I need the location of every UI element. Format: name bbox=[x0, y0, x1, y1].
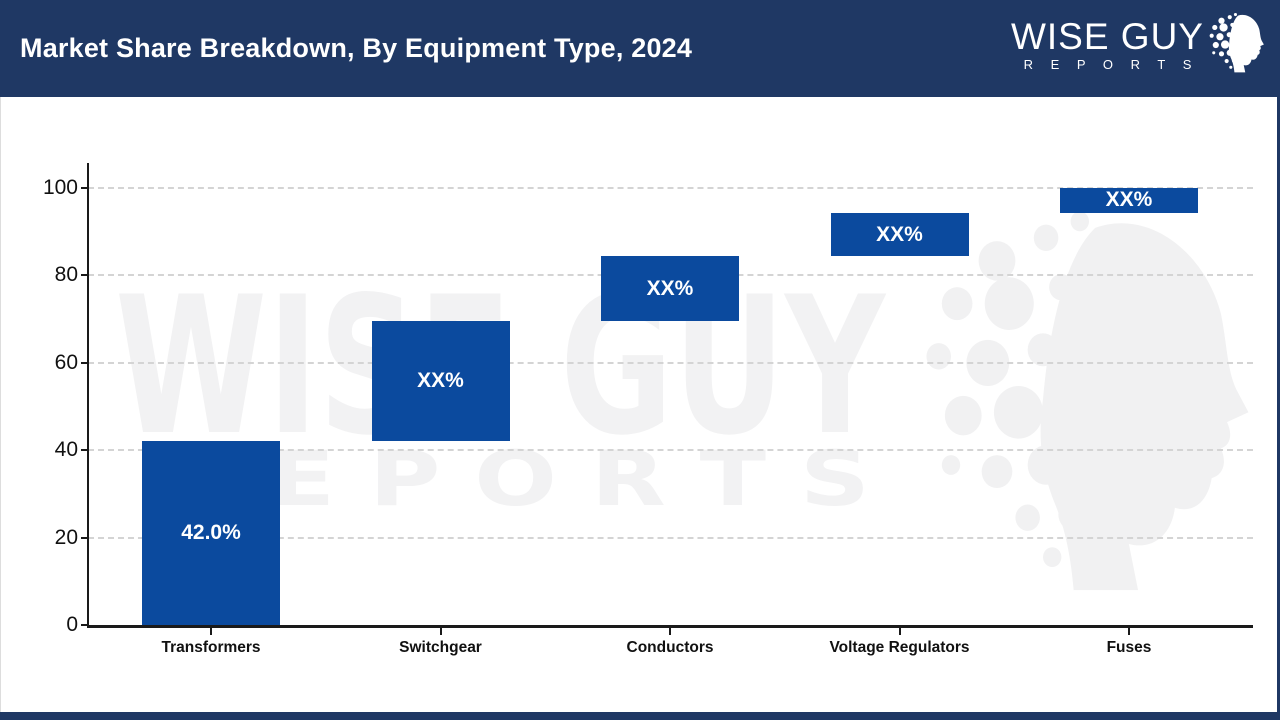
y-axis-tick-label-20: 20 bbox=[54, 525, 78, 549]
bar-fuses: XX% bbox=[1060, 187, 1198, 213]
gridline-40 bbox=[88, 449, 1253, 451]
logo-head-icon bbox=[1209, 13, 1264, 73]
x-axis-category-label-transformers: Transformers bbox=[161, 639, 261, 656]
logo-subtext: R E P O R T S bbox=[1023, 56, 1199, 72]
chart-title: Market Share Breakdown, By Equipment Typ… bbox=[20, 33, 693, 63]
x-axis-spine bbox=[87, 625, 1253, 628]
gridline-20 bbox=[88, 536, 1253, 539]
y-axis-tick-label-60: 60 bbox=[54, 350, 78, 374]
logo-text: WISE GUY R E P O R T S bbox=[1011, 18, 1204, 71]
x-axis-tick-mark-fuses bbox=[1128, 628, 1130, 635]
y-axis-tick-label-100: 100 bbox=[42, 175, 78, 199]
y-axis-tick-mark-0 bbox=[81, 624, 88, 626]
bar-value-label-fuses: XX% bbox=[1105, 188, 1153, 212]
x-axis-tick-mark-conductors bbox=[669, 628, 671, 635]
y-axis-tick-label-80: 80 bbox=[54, 263, 78, 286]
y-axis-tick-mark-80 bbox=[81, 274, 88, 276]
footer-bar bbox=[0, 712, 1280, 720]
bar-value-label-conductors: XX% bbox=[646, 276, 694, 300]
y-axis-tick-mark-100 bbox=[81, 186, 88, 189]
gridline-60 bbox=[88, 361, 1253, 364]
right-edge-border bbox=[1277, 97, 1280, 712]
x-axis-tick-mark-switchgear bbox=[439, 628, 442, 635]
bar-voltage-regulators: XX% bbox=[830, 212, 969, 257]
x-axis-category-label-switchgear: Switchgear bbox=[399, 639, 482, 656]
x-axis-category-label-voltage-regulators: Voltage Regulators bbox=[829, 639, 970, 656]
y-axis-tick-label-0: 0 bbox=[66, 613, 78, 636]
x-axis-category-label-fuses: Fuses bbox=[1106, 639, 1152, 656]
gridline-100 bbox=[88, 186, 1253, 189]
chart-plot-area: 0 20 40 60 80 100 42.0% Transformers XX% Switchge… bbox=[0, 97, 1280, 712]
x-axis-tick-mark-voltage-regulators bbox=[898, 628, 901, 635]
wiseguy-logo: WISE GUY R E P O R T S bbox=[1011, 8, 1268, 80]
x-axis-tick-mark-transformers bbox=[210, 628, 212, 635]
header-bar: Market Share Breakdown, By Equipment Typ… bbox=[0, 0, 1280, 97]
bar-switchgear: XX% bbox=[371, 320, 510, 442]
bar-value-label-transformers: 42.0% bbox=[181, 521, 241, 545]
y-axis-tick-mark-20 bbox=[81, 536, 88, 539]
y-axis-tick-label-40: 40 bbox=[54, 438, 78, 461]
y-axis-tick-mark-60 bbox=[81, 361, 88, 364]
bar-conductors: XX% bbox=[601, 256, 739, 321]
bar-transformers: 42.0% bbox=[142, 441, 280, 625]
y-axis-spine bbox=[87, 163, 89, 625]
logo-wordmark: WISE GUY bbox=[1010, 15, 1204, 57]
left-edge-border bbox=[0, 97, 1, 712]
x-axis-category-label-conductors: Conductors bbox=[626, 639, 714, 656]
bar-value-label-voltage-regulators: XX% bbox=[876, 222, 923, 246]
bar-value-label-switchgear: XX% bbox=[417, 369, 464, 393]
y-axis-tick-mark-40 bbox=[81, 449, 88, 451]
